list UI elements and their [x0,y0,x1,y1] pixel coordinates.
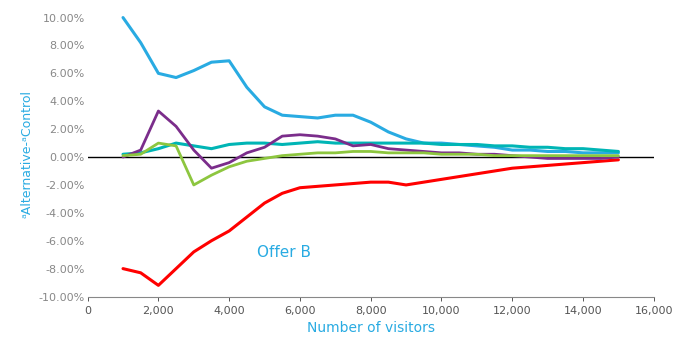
Text: Offer B: Offer B [257,245,311,261]
X-axis label: Number of visitors: Number of visitors [307,321,435,335]
Y-axis label: ᵃAlternative-ᵃControl: ᵃAlternative-ᵃControl [20,90,33,217]
